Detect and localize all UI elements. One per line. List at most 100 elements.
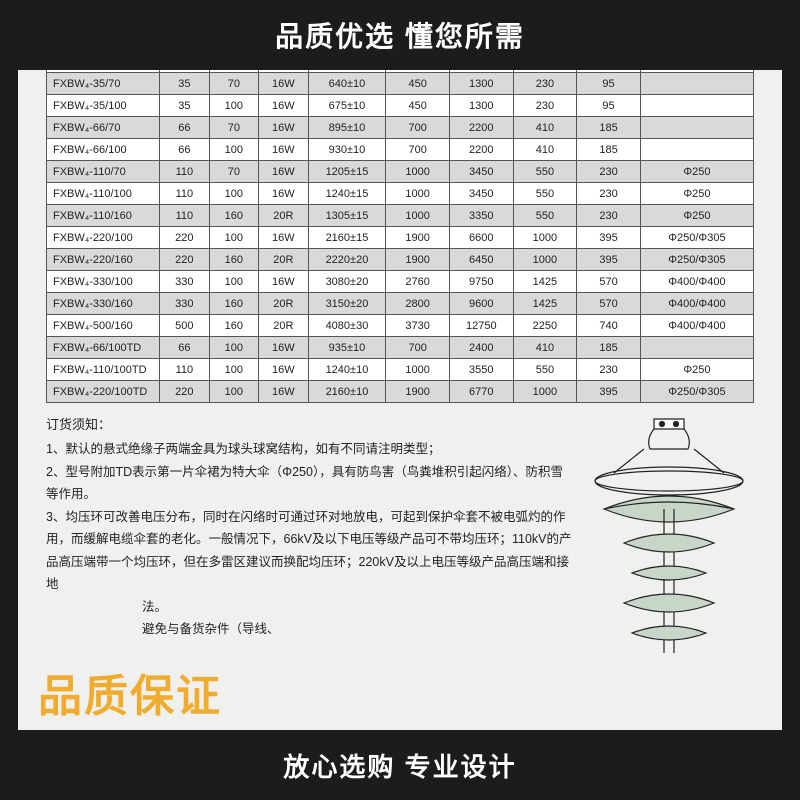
value-cell: 35 xyxy=(160,95,209,117)
value-cell: 20R xyxy=(259,249,308,271)
notes-p1: 1、默认的悬式绝缘子两端金具为球头球窝结构，如有不同请注明类型； xyxy=(46,438,574,461)
value-cell: Φ250 xyxy=(640,205,753,227)
value-cell: 230 xyxy=(513,95,577,117)
value-cell: 95 xyxy=(577,95,641,117)
value-cell: 16W xyxy=(259,381,308,403)
value-cell: 330 xyxy=(160,271,209,293)
value-cell: 1000 xyxy=(513,227,577,249)
table-row: FXBW₄-110/100TD11010016W1240±10100035505… xyxy=(47,359,754,381)
value-cell: 410 xyxy=(513,337,577,359)
content-area: FXBW₄-1/70FXBW₄-10/7060FXBW₄-10/1001.60F… xyxy=(46,0,754,661)
value-cell xyxy=(640,117,753,139)
value-cell xyxy=(640,73,753,95)
value-cell: 395 xyxy=(577,227,641,249)
value-cell: 16W xyxy=(259,337,308,359)
header-banner: 品质优选 懂您所需 xyxy=(18,0,782,70)
value-cell: 230 xyxy=(577,359,641,381)
value-cell: 230 xyxy=(577,161,641,183)
value-cell: 1000 xyxy=(386,359,450,381)
value-cell: 930±10 xyxy=(308,139,386,161)
table-row: FXBW₄-330/10033010016W3080±2027609750142… xyxy=(47,271,754,293)
value-cell xyxy=(640,337,753,359)
table-row: FXBW₄-66/1006610016W930±107002200410185 xyxy=(47,139,754,161)
table-row: FXBW₄-220/10022010016W2160±1519006600100… xyxy=(47,227,754,249)
notes-p5: 避免与备货杂件（导线、 xyxy=(142,618,574,641)
document-page: FXBW₄-1/70FXBW₄-10/7060FXBW₄-10/1001.60F… xyxy=(18,0,782,800)
table-row: FXBW₄-220/16022016020R2220±2019006450100… xyxy=(47,249,754,271)
value-cell: 9600 xyxy=(449,293,513,315)
value-cell: 895±10 xyxy=(308,117,386,139)
value-cell: 3350 xyxy=(449,205,513,227)
value-cell: 16W xyxy=(259,227,308,249)
value-cell: 1425 xyxy=(513,271,577,293)
value-cell: 100 xyxy=(209,337,258,359)
value-cell: 450 xyxy=(386,95,450,117)
value-cell: Φ400/Φ400 xyxy=(640,293,753,315)
model-cell: FXBW₄-66/100TD xyxy=(47,337,160,359)
model-cell: FXBW₄-66/70 xyxy=(47,117,160,139)
value-cell: Φ250 xyxy=(640,359,753,381)
value-cell: 9750 xyxy=(449,271,513,293)
value-cell: 16W xyxy=(259,183,308,205)
notes-text: 订货须知： 1、默认的悬式绝缘子两端金具为球头球窝结构，如有不同请注明类型； 2… xyxy=(46,413,574,661)
value-cell: 160 xyxy=(209,249,258,271)
notes-p3: 3、均压环可改善电压分布，同时在闪络时可通过环对地放电，可起到保护伞套不被电弧灼… xyxy=(46,506,574,596)
value-cell: Φ400/Φ400 xyxy=(640,315,753,337)
value-cell: 450 xyxy=(386,73,450,95)
value-cell: 2760 xyxy=(386,271,450,293)
table-row: FXBW₄-66/70667016W895±107002200410185 xyxy=(47,117,754,139)
value-cell: 220 xyxy=(160,227,209,249)
table-row: FXBW₄-66/100TD6610016W935±10700240041018… xyxy=(47,337,754,359)
value-cell: 4080±30 xyxy=(308,315,386,337)
value-cell: 3450 xyxy=(449,161,513,183)
value-cell: 160 xyxy=(209,293,258,315)
model-cell: FXBW₄-110/160 xyxy=(47,205,160,227)
value-cell: 500 xyxy=(160,315,209,337)
value-cell: 3150±20 xyxy=(308,293,386,315)
value-cell: 100 xyxy=(209,227,258,249)
value-cell: 230 xyxy=(513,73,577,95)
table-row: FXBW₄-35/70357016W640±10450130023095 xyxy=(47,73,754,95)
value-cell: 1000 xyxy=(513,249,577,271)
model-cell: FXBW₄-110/70 xyxy=(47,161,160,183)
value-cell: 1300 xyxy=(449,73,513,95)
value-cell: 185 xyxy=(577,117,641,139)
value-cell: 16W xyxy=(259,359,308,381)
value-cell: 675±10 xyxy=(308,95,386,117)
value-cell: 570 xyxy=(577,293,641,315)
value-cell: 3080±20 xyxy=(308,271,386,293)
value-cell: 185 xyxy=(577,337,641,359)
value-cell: 1900 xyxy=(386,227,450,249)
value-cell: 16W xyxy=(259,117,308,139)
model-cell: FXBW₄-110/100 xyxy=(47,183,160,205)
value-cell: 1240±10 xyxy=(308,359,386,381)
value-cell: 1000 xyxy=(513,381,577,403)
value-cell: 20R xyxy=(259,315,308,337)
value-cell: 110 xyxy=(160,161,209,183)
header-text: 品质优选 懂您所需 xyxy=(275,15,525,55)
table-row: FXBW₄-110/10011010016W1240±1510003450550… xyxy=(47,183,754,205)
value-cell: 70 xyxy=(209,117,258,139)
value-cell: 410 xyxy=(513,139,577,161)
value-cell: Φ250 xyxy=(640,161,753,183)
model-cell: FXBW₄-110/100TD xyxy=(47,359,160,381)
value-cell: 1000 xyxy=(386,183,450,205)
value-cell: 550 xyxy=(513,161,577,183)
value-cell: 2160±15 xyxy=(308,227,386,249)
footer-banner: 放心选购 专业设计 xyxy=(18,730,782,800)
value-cell: 700 xyxy=(386,117,450,139)
value-cell: 100 xyxy=(209,95,258,117)
value-cell: 16W xyxy=(259,139,308,161)
value-cell: 20R xyxy=(259,293,308,315)
value-cell: 2400 xyxy=(449,337,513,359)
value-cell: 160 xyxy=(209,315,258,337)
value-cell: 185 xyxy=(577,139,641,161)
value-cell: 230 xyxy=(577,183,641,205)
model-cell: FXBW₄-220/100 xyxy=(47,227,160,249)
value-cell: 330 xyxy=(160,293,209,315)
value-cell: 2160±10 xyxy=(308,381,386,403)
value-cell: 110 xyxy=(160,205,209,227)
table-row: FXBW₄-500/16050016020R4080±3037301275022… xyxy=(47,315,754,337)
value-cell: 410 xyxy=(513,117,577,139)
value-cell: 1300 xyxy=(449,95,513,117)
